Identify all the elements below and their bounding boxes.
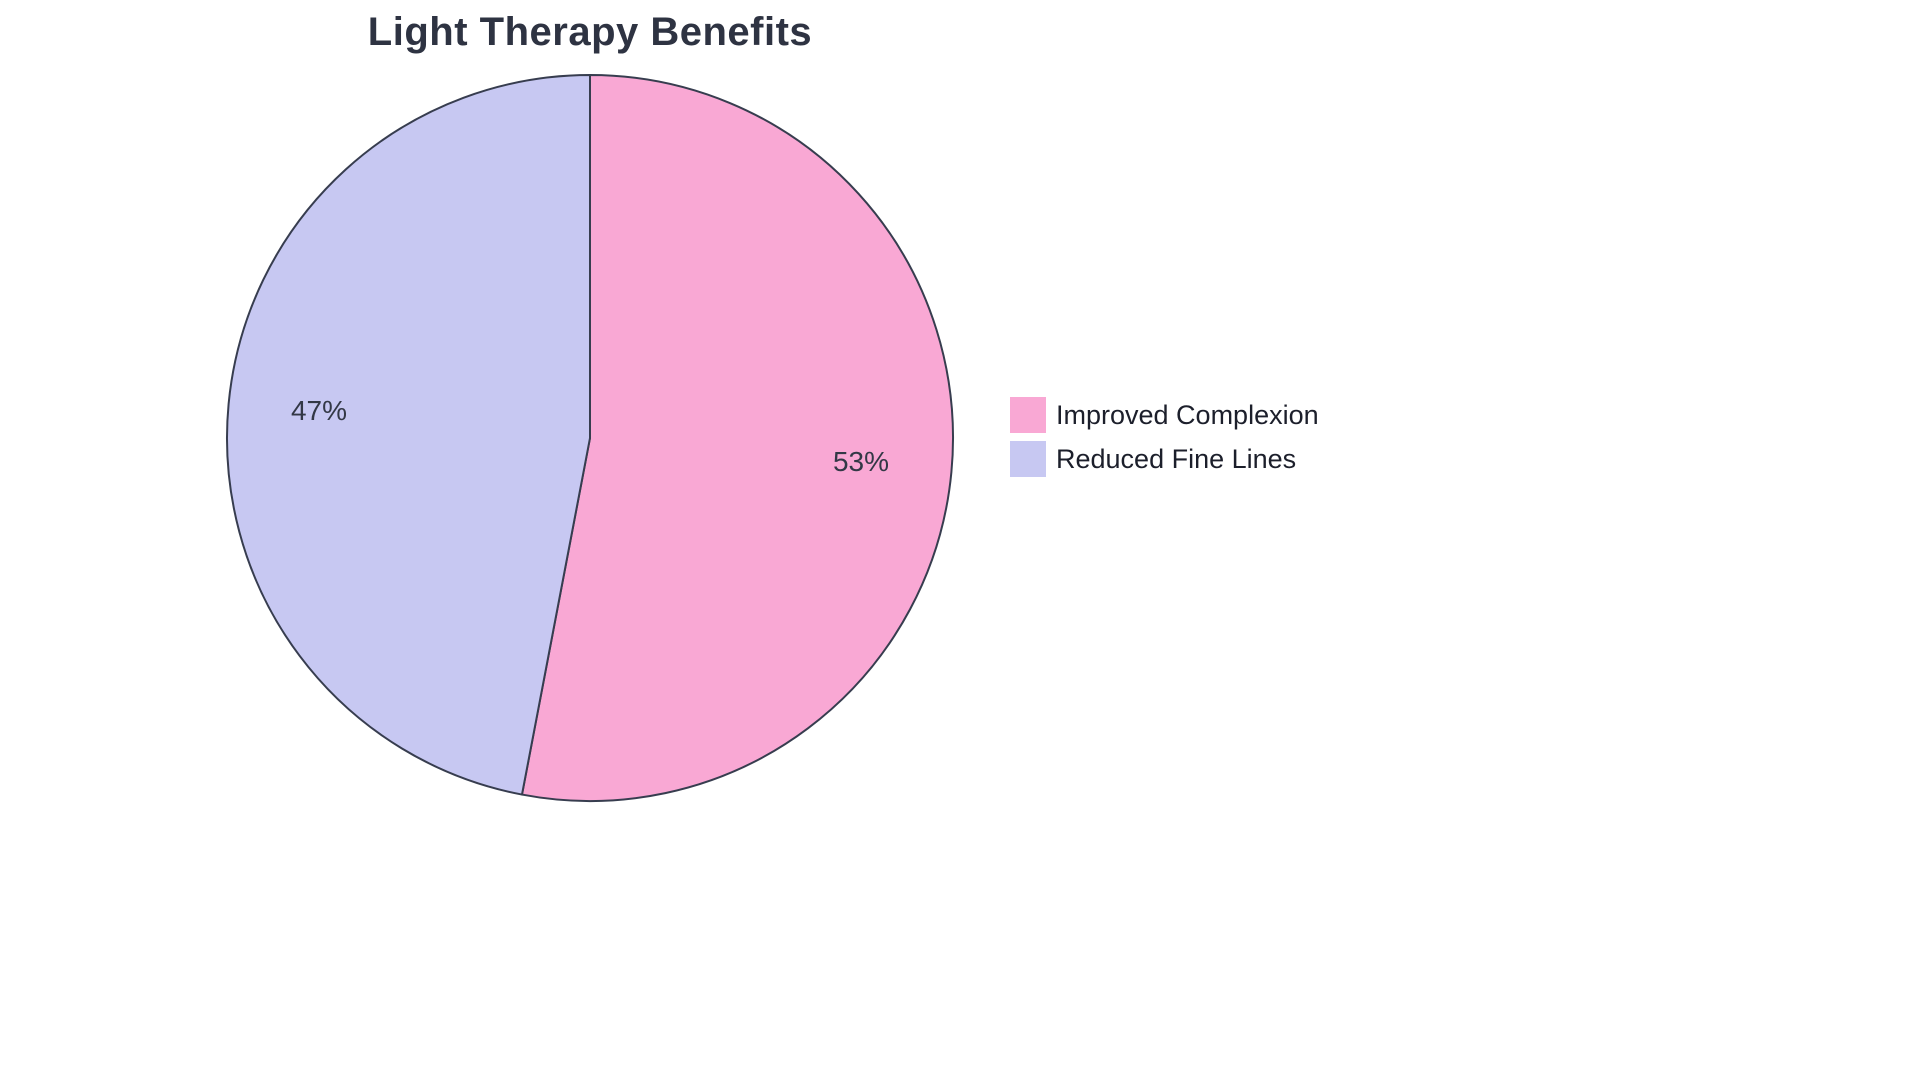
legend-item-improved-complexion: Improved Complexion	[1010, 393, 1319, 437]
slice-percent-label-improved-complexion: 53%	[833, 446, 889, 477]
pie-slice-improved-complexion	[520, 74, 954, 802]
legend-label-reduced-fine-lines: Reduced Fine Lines	[1056, 443, 1297, 474]
pie-slice-labels: 53% 47%	[291, 395, 889, 477]
slice-percent-label-reduced-fine-lines: 47%	[291, 395, 347, 426]
pie-slice-reduced-fine-lines	[226, 74, 591, 796]
legend-label-improved-complexion: Improved Complexion	[1056, 399, 1319, 430]
legend-swatch-reduced-fine-lines	[1010, 441, 1046, 477]
legend-item-reduced-fine-lines: Reduced Fine Lines	[1010, 437, 1319, 481]
chart-title: Light Therapy Benefits	[367, 10, 813, 54]
legend-swatch-improved-complexion	[1010, 397, 1046, 433]
legend: Improved Complexion Reduced Fine Lines	[1010, 393, 1319, 481]
pie-slices	[226, 74, 954, 802]
